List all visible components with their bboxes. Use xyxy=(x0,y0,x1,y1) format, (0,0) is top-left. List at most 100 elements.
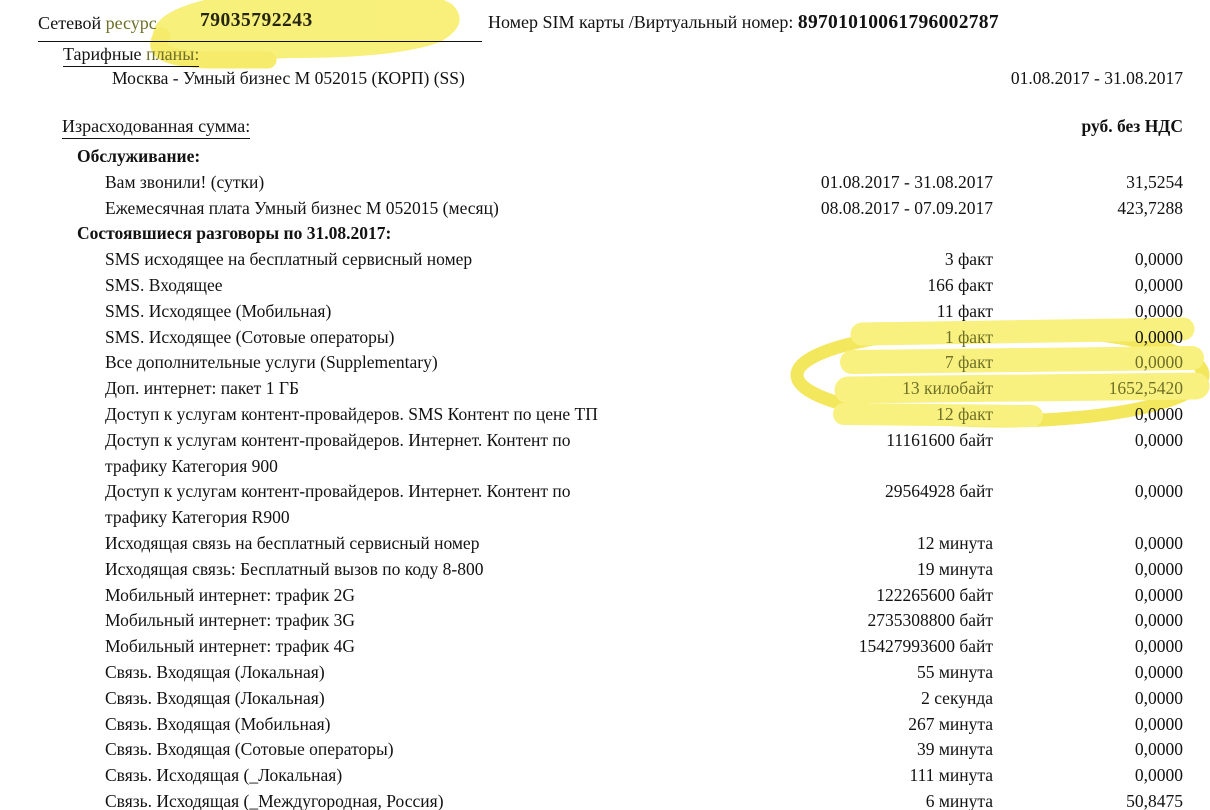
row-label-line1: Связь. Входящая (Мобильная) xyxy=(105,713,331,734)
tariff-plans-label: Тарифные планы: xyxy=(63,44,200,67)
row-label: Мобильный интернет: трафик 2G xyxy=(0,583,715,609)
table-row: Все дополнительные услуги (Supplementary… xyxy=(0,350,1183,376)
row-label-line1: SMS исходящее на бесплатный сервисный но… xyxy=(105,249,473,270)
charge-group-title: Состоявшиеся разговоры по 31.08.2017: xyxy=(77,223,392,244)
row-label: Связь. Входящая (Локальная) xyxy=(0,660,715,686)
table-row: Доступ к услугам контент-провайдеров. SM… xyxy=(0,402,1183,428)
row-quantity: 2735308800 байт xyxy=(867,610,993,631)
table-row: SMS. Исходящее (Мобильная) 11 факт 0,000… xyxy=(0,299,1183,325)
row-label-line1: Связь. Исходящая (_Междугородная, Россия… xyxy=(105,790,444,810)
charge-group-title: Обслуживание: xyxy=(77,146,201,166)
row-label: Связь. Входящая (Мобильная) xyxy=(0,712,715,738)
row-label: Связь. Исходящая (_Междугородная, Россия… xyxy=(0,789,715,810)
row-quantity: 08.08.2017 - 07.09.2017 xyxy=(820,197,993,218)
table-row: Связь. Входящая (Локальная) 55 минута 0,… xyxy=(0,660,1183,686)
currency-unit-note: руб. без НДС xyxy=(1081,116,1183,136)
row-amount: 0,0000 xyxy=(1134,584,1183,605)
row-label-line1: Доступ к услугам контент-провайдеров. Ин… xyxy=(105,481,571,502)
row-label: Вам звонили! (сутки) xyxy=(0,170,715,196)
row-amount: 0,0000 xyxy=(1134,274,1183,295)
row-amount: 50,8475 xyxy=(1126,790,1183,810)
row-amount: 0,0000 xyxy=(1134,636,1183,657)
network-resource-word2: ресурс xyxy=(105,13,157,33)
row-amount: 0,0000 xyxy=(1134,481,1183,502)
table-row: Связь. Исходящая (_Междугородная, Россия… xyxy=(0,789,1183,810)
row-label: SMS. Исходящее (Мобильная) xyxy=(0,299,715,325)
row-quantity: 01.08.2017 - 31.08.2017 xyxy=(820,171,993,192)
row-label: Связь. Исходящая (_Локальная) xyxy=(0,763,715,789)
row-quantity: 13 килобайт xyxy=(902,378,993,399)
charge-group-rows: SMS исходящее на бесплатный сервисный но… xyxy=(0,247,1183,810)
row-label: Связь. Входящая (Сотовые операторы) xyxy=(0,737,715,763)
sim-label: Номер SIM карты /Виртуальный номер: xyxy=(488,12,798,32)
row-quantity: 3 факт xyxy=(944,249,993,270)
table-row: Вам звонили! (сутки) 01.08.2017 - 31.08.… xyxy=(0,170,1183,196)
row-quantity: 55 минута xyxy=(916,661,993,682)
row-label-line2: трафику Категория R900 xyxy=(105,507,290,528)
row-label-line1: Связь. Исходящая (_Локальная) xyxy=(105,765,343,786)
row-amount: 0,0000 xyxy=(1134,249,1183,270)
row-label: SMS. Входящее xyxy=(0,273,715,299)
table-row: Связь. Входящая (Сотовые операторы) 39 м… xyxy=(0,737,1183,763)
row-label-line1: Мобильный интернет: трафик 3G xyxy=(105,610,355,631)
row-amount: 0,0000 xyxy=(1134,558,1183,579)
row-amount: 0,0000 xyxy=(1134,300,1183,321)
sim-line: Номер SIM карты /Виртуальный номер: 8970… xyxy=(488,12,999,34)
sim-number: 89701010061796002787 xyxy=(797,12,999,33)
row-amount: 0,0000 xyxy=(1134,610,1183,631)
row-quantity: 15427993600 байт xyxy=(858,636,993,657)
row-label-line1: Ежемесячная плата Умный бизнес М 052015 … xyxy=(105,197,499,218)
row-label: Исходящая связь на бесплатный сервисный … xyxy=(0,531,715,557)
charges-table: Обслуживание: Вам звонили! (сутки) 01.08… xyxy=(0,144,1183,810)
row-amount: 31,5254 xyxy=(1126,171,1183,192)
row-amount: 423,7288 xyxy=(1117,197,1183,218)
table-row: Исходящая связь на бесплатный сервисный … xyxy=(0,531,1183,557)
spent-sum-title: Израсходованная сумма: xyxy=(62,116,251,139)
table-row: Исходящая связь: Бесплатный вызов по код… xyxy=(0,557,1183,583)
row-label: Мобильный интернет: трафик 3G xyxy=(0,608,715,634)
row-amount: 0,0000 xyxy=(1134,739,1183,760)
row-amount: 0,0000 xyxy=(1134,532,1183,553)
network-resource-label: Сетевой ресурс xyxy=(38,13,157,34)
row-quantity: 122265600 байт xyxy=(876,584,993,605)
tariff-plan-period: 01.08.2017 - 31.08.2017 xyxy=(1010,68,1183,88)
row-quantity: 111 минута xyxy=(909,765,993,786)
row-label-line1: SMS. Исходящее (Сотовые операторы) xyxy=(105,326,395,347)
tariff-plans-word1: Тарифные xyxy=(63,44,142,64)
row-label-line1: Связь. Входящая (Сотовые операторы) xyxy=(105,739,394,760)
row-quantity: 6 минута xyxy=(925,790,993,810)
row-label: Доп. интернет: пакет 1 ГБ xyxy=(0,376,715,402)
tariff-plan-name: Москва - Умный бизнес М 052015 (КОРП) (S… xyxy=(112,68,465,88)
table-row: Доп. интернет: пакет 1 ГБ 13 килобайт 16… xyxy=(0,376,1183,402)
row-label-line1: Мобильный интернет: трафик 4G xyxy=(105,636,355,657)
row-amount: 1652,5420 xyxy=(1108,378,1183,399)
row-quantity: 267 минута xyxy=(908,713,993,734)
row-label: Доступ к услугам контент-провайдеров. Ин… xyxy=(0,479,715,531)
row-label: Все дополнительные услуги (Supplementary… xyxy=(0,350,715,376)
row-label: Доступ к услугам контент-провайдеров. SM… xyxy=(0,402,715,428)
table-row: Мобильный интернет: трафик 4G 1542799360… xyxy=(0,634,1183,660)
row-quantity: 11161600 байт xyxy=(886,429,993,450)
row-quantity: 11 факт xyxy=(936,300,993,321)
row-amount: 0,0000 xyxy=(1134,687,1183,708)
charge-group-rows: Вам звонили! (сутки) 01.08.2017 - 31.08.… xyxy=(0,170,1183,222)
row-label: SMS исходящее на бесплатный сервисный но… xyxy=(0,247,715,273)
row-quantity: 19 минута xyxy=(916,558,993,579)
row-label-line1: Доп. интернет: пакет 1 ГБ xyxy=(105,378,299,399)
network-resource-word1: Сетевой xyxy=(38,13,102,33)
row-quantity: 29564928 байт xyxy=(884,481,993,502)
row-label-line1: Связь. Входящая (Локальная) xyxy=(105,687,325,708)
row-amount: 0,0000 xyxy=(1134,403,1183,424)
row-label: Исходящая связь: Бесплатный вызов по код… xyxy=(0,557,715,583)
table-row: SMS. Исходящее (Сотовые операторы) 1 фак… xyxy=(0,325,1183,351)
row-amount: 0,0000 xyxy=(1134,713,1183,734)
row-label: Ежемесячная плата Умный бизнес М 052015 … xyxy=(0,196,715,222)
table-row: SMS исходящее на бесплатный сервисный но… xyxy=(0,247,1183,273)
row-quantity: 1 факт xyxy=(944,326,993,347)
row-quantity: 2 секунда xyxy=(921,687,993,708)
row-label: Связь. Входящая (Локальная) xyxy=(0,686,715,712)
row-quantity: 39 минута xyxy=(916,739,993,760)
table-row: Мобильный интернет: трафик 2G 122265600 … xyxy=(0,583,1183,609)
